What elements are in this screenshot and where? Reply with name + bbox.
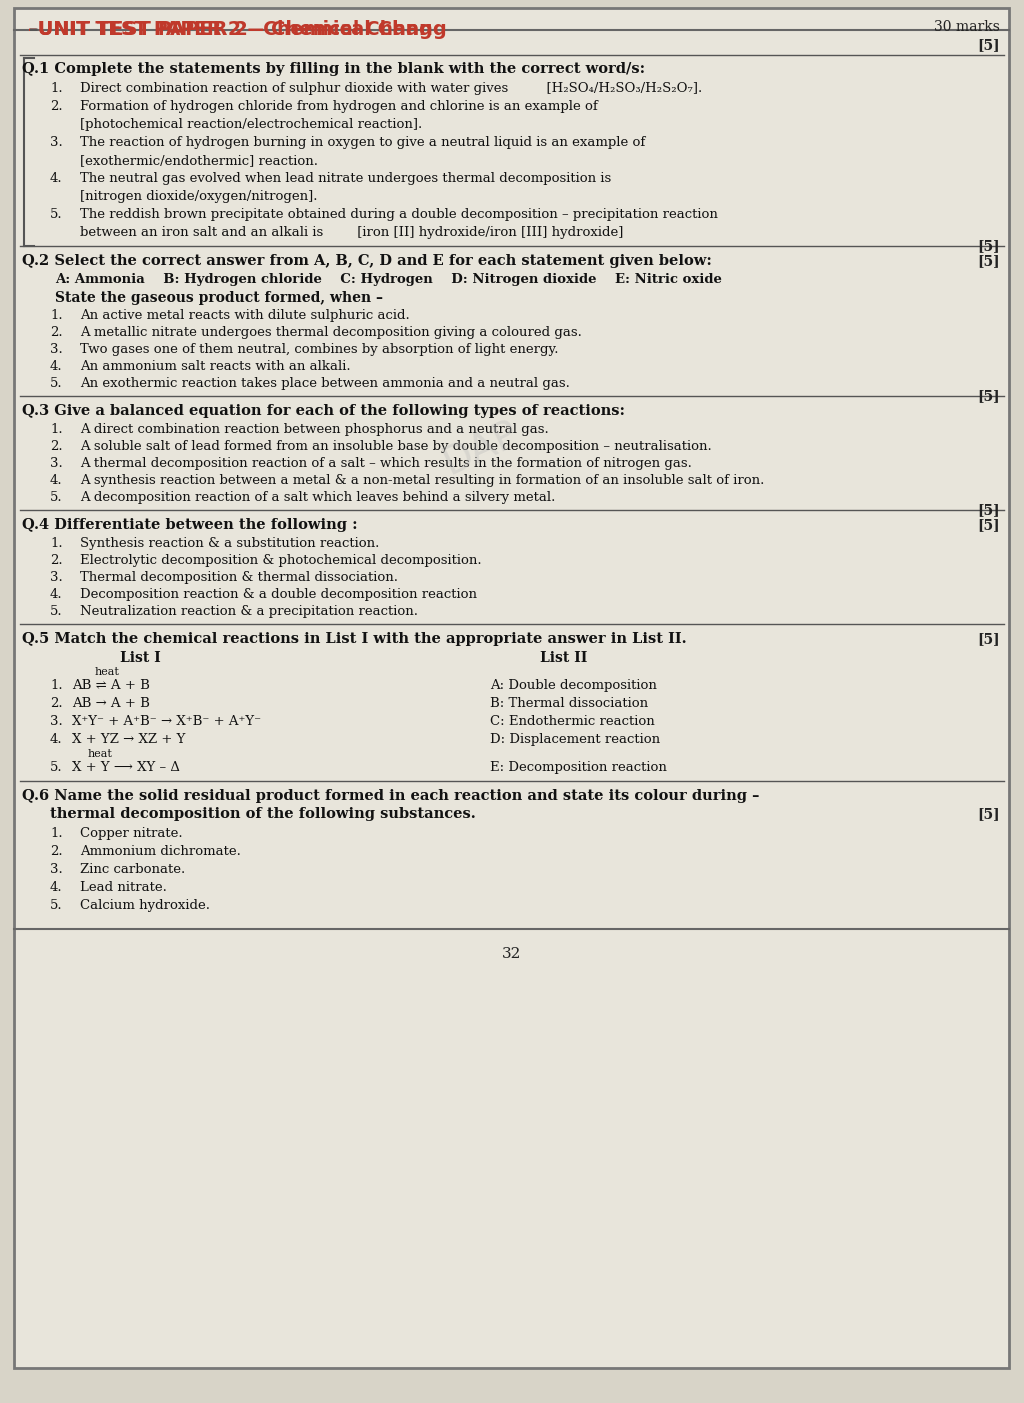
Text: A soluble salt of lead formed from an insoluble base by double decomposition – n: A soluble salt of lead formed from an in… (80, 441, 712, 453)
Text: 5.: 5. (50, 491, 62, 504)
Text: State the gaseous product formed, when –: State the gaseous product formed, when – (55, 290, 383, 304)
Text: B: Thermal dissociation: B: Thermal dissociation (490, 697, 648, 710)
FancyBboxPatch shape (14, 8, 1009, 1368)
Text: Q.6 Name the solid residual product formed in each reaction and state its colour: Q.6 Name the solid residual product form… (22, 788, 760, 803)
Text: E: Decomposition reaction: E: Decomposition reaction (490, 760, 667, 774)
Text: 32: 32 (503, 947, 521, 961)
Text: An active metal reacts with dilute sulphuric acid.: An active metal reacts with dilute sulph… (80, 309, 410, 323)
Text: A metallic nitrate undergoes thermal decomposition giving a coloured gas.: A metallic nitrate undergoes thermal dec… (80, 325, 582, 340)
Text: [photochemical reaction/electrochemical reaction].: [photochemical reaction/electrochemical … (80, 118, 422, 130)
Text: Copper nitrate.: Copper nitrate. (80, 826, 182, 840)
Text: 5.: 5. (50, 377, 62, 390)
Text: 4.: 4. (50, 361, 62, 373)
Text: Neutralization reaction & a precipitation reaction.: Neutralization reaction & a precipitatio… (80, 605, 418, 617)
Text: 1.: 1. (50, 309, 62, 323)
Text: 4.: 4. (50, 474, 62, 487)
Text: 4.: 4. (50, 732, 62, 746)
Text: Direct combination reaction of sulphur dioxide with water gives         [H₂SO₄/H: Direct combination reaction of sulphur d… (80, 81, 702, 95)
Text: AB ⇌ A + B: AB ⇌ A + B (72, 679, 150, 692)
Text: Q.4 Differentiate between the following :: Q.4 Differentiate between the following … (22, 518, 357, 532)
Text: [5]: [5] (977, 631, 1000, 645)
Text: 2.: 2. (50, 554, 62, 567)
Text: D: Displacement reaction: D: Displacement reaction (490, 732, 660, 746)
Text: 3.: 3. (50, 716, 62, 728)
Text: Q.1 Complete the statements by filling in the blank with the correct word/s:: Q.1 Complete the statements by filling i… (22, 62, 645, 76)
Text: UNIT TEST PAPER 2 – Chemical Chang: UNIT TEST PAPER 2 – Chemical Chang (38, 20, 432, 39)
Text: –UNIT TEST PAPER 2 – Chemical Chang: –UNIT TEST PAPER 2 – Chemical Chang (28, 20, 446, 39)
Text: The reddish brown precipitate obtained during a double decomposition – precipita: The reddish brown precipitate obtained d… (80, 208, 718, 222)
Text: Decomposition reaction & a double decomposition reaction: Decomposition reaction & a double decomp… (80, 588, 477, 600)
Text: 3.: 3. (50, 571, 62, 584)
Text: 3.: 3. (50, 863, 62, 875)
Text: List I: List I (120, 651, 161, 665)
Text: 5.: 5. (50, 760, 62, 774)
Text: [5]: [5] (977, 807, 1000, 821)
Text: heat: heat (95, 666, 120, 678)
Text: 1.: 1. (50, 422, 62, 436)
Text: 3.: 3. (50, 136, 62, 149)
Text: X + YZ → XZ + Y: X + YZ → XZ + Y (72, 732, 185, 746)
Text: Q.3 Give a balanced equation for each of the following types of reactions:: Q.3 Give a balanced equation for each of… (22, 404, 625, 418)
Text: An ammonium salt reacts with an alkali.: An ammonium salt reacts with an alkali. (80, 361, 350, 373)
Text: 1.: 1. (50, 826, 62, 840)
Text: 2.: 2. (50, 697, 62, 710)
Text: A decomposition reaction of a salt which leaves behind a silvery metal.: A decomposition reaction of a salt which… (80, 491, 555, 504)
Text: 1.: 1. (50, 679, 62, 692)
Text: 4.: 4. (50, 173, 62, 185)
Text: A: Double decomposition: A: Double decomposition (490, 679, 656, 692)
Text: 5.: 5. (50, 605, 62, 617)
Text: 2.: 2. (50, 845, 62, 859)
Text: Q.5 Match the chemical reactions in List I with the appropriate answer in List I: Q.5 Match the chemical reactions in List… (22, 631, 687, 645)
Text: Two gases one of them neutral, combines by absorption of light energy.: Two gases one of them neutral, combines … (80, 342, 558, 356)
Text: [5]: [5] (977, 38, 1000, 52)
Text: [5]: [5] (977, 504, 1000, 516)
Text: 5.: 5. (50, 899, 62, 912)
Text: –: – (29, 20, 39, 39)
Text: [5]: [5] (977, 389, 1000, 403)
Text: DAP: DAP (436, 414, 524, 483)
Text: 1.: 1. (50, 81, 62, 95)
Text: [5]: [5] (977, 254, 1000, 268)
Text: 2.: 2. (50, 325, 62, 340)
Text: Lead nitrate.: Lead nitrate. (80, 881, 167, 894)
Text: C: Endothermic reaction: C: Endothermic reaction (490, 716, 654, 728)
Text: 3.: 3. (50, 457, 62, 470)
Text: List II: List II (540, 651, 588, 665)
Text: Electrolytic decomposition & photochemical decomposition.: Electrolytic decomposition & photochemic… (80, 554, 481, 567)
Text: Calcium hydroxide.: Calcium hydroxide. (80, 899, 210, 912)
Text: Zinc carbonate.: Zinc carbonate. (80, 863, 185, 875)
Text: The reaction of hydrogen burning in oxygen to give a neutral liquid is an exampl: The reaction of hydrogen burning in oxyg… (80, 136, 679, 149)
Text: The neutral gas evolved when lead nitrate undergoes thermal decomposition is: The neutral gas evolved when lead nitrat… (80, 173, 649, 185)
Text: 5.: 5. (50, 208, 62, 222)
Text: 4.: 4. (50, 588, 62, 600)
Text: thermal decomposition of the following substances.: thermal decomposition of the following s… (50, 807, 476, 821)
Text: An exothermic reaction takes place between ammonia and a neutral gas.: An exothermic reaction takes place betwe… (80, 377, 570, 390)
Text: 30 marks: 30 marks (934, 20, 1000, 34)
Text: A: Ammonia    B: Hydrogen chloride    C: Hydrogen    D: Nitrogen dioxide    E: N: A: Ammonia B: Hydrogen chloride C: Hydro… (55, 274, 722, 286)
Text: Ammonium dichromate.: Ammonium dichromate. (80, 845, 241, 859)
Text: A thermal decomposition reaction of a salt – which results in the formation of n: A thermal decomposition reaction of a sa… (80, 457, 692, 470)
Text: heat: heat (88, 749, 113, 759)
Text: [5]: [5] (977, 239, 1000, 253)
Text: A synthesis reaction between a metal & a non-metal resulting in formation of an : A synthesis reaction between a metal & a… (80, 474, 764, 487)
Text: 2.: 2. (50, 441, 62, 453)
Text: 2.: 2. (50, 100, 62, 114)
Text: [nitrogen dioxide/oxygen/nitrogen].: [nitrogen dioxide/oxygen/nitrogen]. (80, 189, 317, 203)
Text: 3.: 3. (50, 342, 62, 356)
Text: AB → A + B: AB → A + B (72, 697, 150, 710)
Text: Synthesis reaction & a substitution reaction.: Synthesis reaction & a substitution reac… (80, 537, 379, 550)
Text: X⁺Y⁻ + A⁺B⁻ → X⁺B⁻ + A⁺Y⁻: X⁺Y⁻ + A⁺B⁻ → X⁺B⁻ + A⁺Y⁻ (72, 716, 261, 728)
Text: 1.: 1. (50, 537, 62, 550)
Text: A direct combination reaction between phosphorus and a neutral gas.: A direct combination reaction between ph… (80, 422, 549, 436)
Text: Formation of hydrogen chloride from hydrogen and chlorine is an example of: Formation of hydrogen chloride from hydr… (80, 100, 636, 114)
Text: Thermal decomposition & thermal dissociation.: Thermal decomposition & thermal dissocia… (80, 571, 398, 584)
Text: [5]: [5] (977, 518, 1000, 532)
Text: X + Y ⟶ XY – Δ: X + Y ⟶ XY – Δ (72, 760, 180, 774)
Text: 4.: 4. (50, 881, 62, 894)
Text: [exothermic/endothermic] reaction.: [exothermic/endothermic] reaction. (80, 154, 318, 167)
Text: Q.2 Select the correct answer from A, B, C, D and E for each statement given bel: Q.2 Select the correct answer from A, B,… (22, 254, 712, 268)
Text: between an iron salt and an alkali is        [iron [II] hydroxide/iron [III] hyd: between an iron salt and an alkali is [i… (80, 226, 624, 239)
